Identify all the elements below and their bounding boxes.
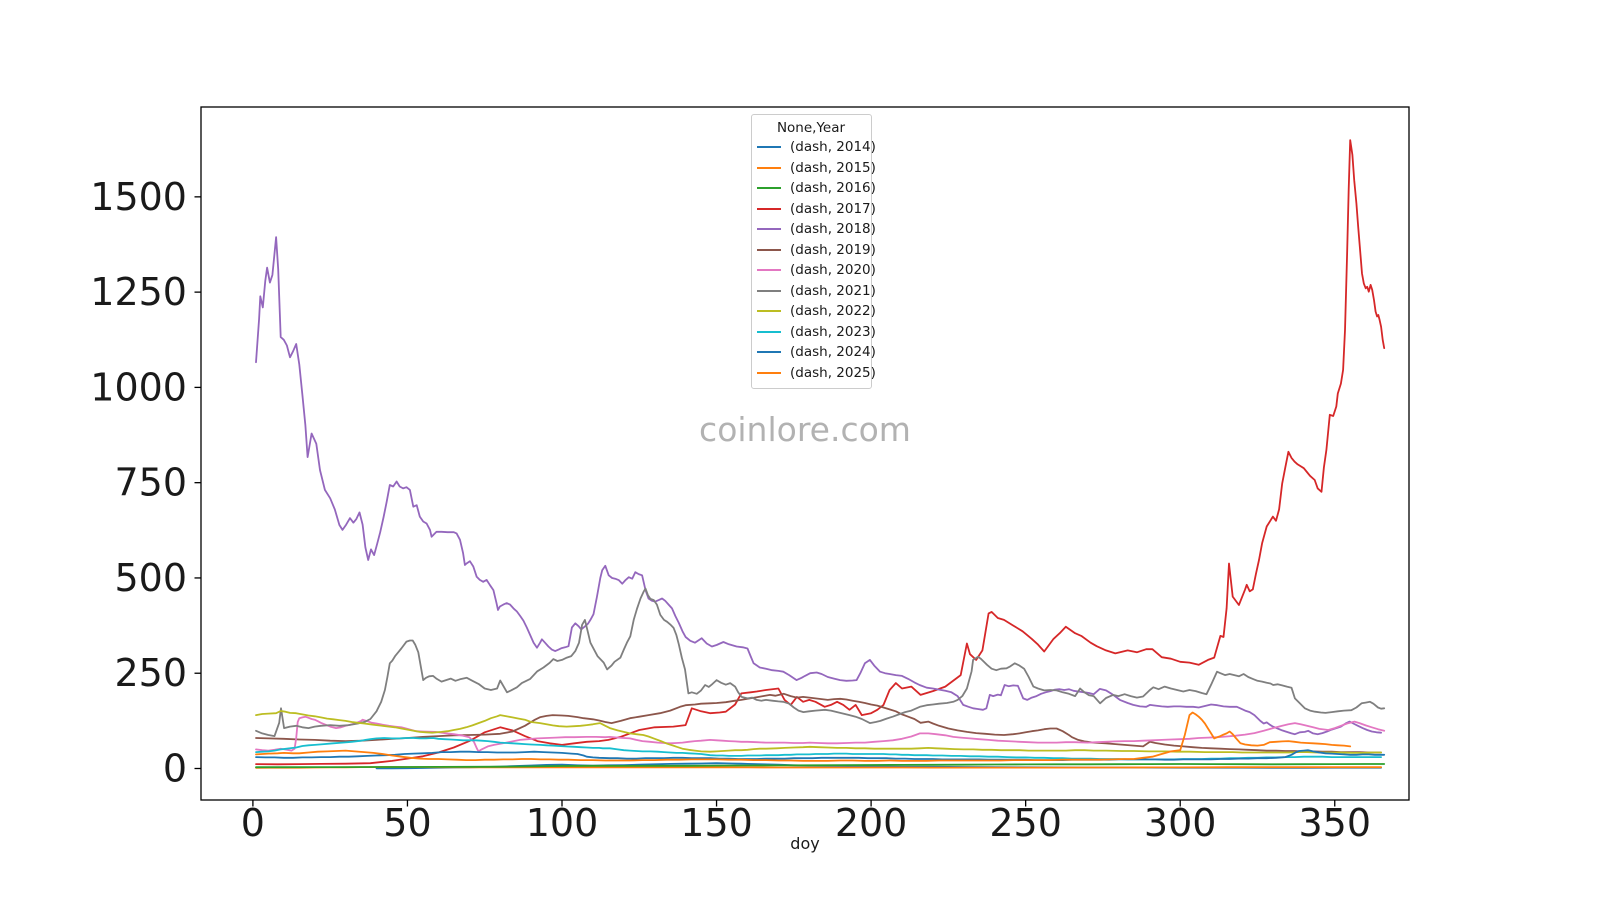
plot-border [200, 106, 1410, 801]
legend-label-2022: (dash, 2022) [790, 303, 876, 320]
watermark: coinlore.com [699, 410, 911, 449]
legend-item-2018: (dash, 2018) [757, 219, 876, 240]
series-line-2018 [255, 236, 1382, 736]
legend-swatch-2024 [757, 351, 781, 354]
y-tick-label: 750 [114, 461, 187, 505]
legend-swatch-2015 [757, 166, 781, 169]
legend-swatch-2014 [757, 146, 781, 149]
legend-label-2016: (dash, 2016) [790, 180, 876, 197]
legend-label-2023: (dash, 2023) [790, 323, 876, 340]
legend-item-2014: (dash, 2014) [757, 137, 876, 158]
legend-label-2021: (dash, 2021) [790, 282, 876, 299]
x-axis-label: doy [790, 834, 819, 853]
x-tick-label: 100 [526, 801, 599, 845]
series-line-2021 [255, 587, 1386, 737]
legend-swatch-2022 [757, 310, 781, 313]
legend-label-2014: (dash, 2014) [790, 139, 876, 156]
legend-swatch-2018 [757, 228, 781, 231]
series-lines [255, 139, 1386, 770]
legend-swatch-2025 [757, 371, 781, 374]
legend-label-2018: (dash, 2018) [790, 221, 876, 238]
series-line-2017 [255, 139, 1386, 766]
legend-label-2019: (dash, 2019) [790, 241, 876, 258]
y-tick-label: 250 [114, 651, 187, 695]
legend-swatch-2019 [757, 248, 781, 251]
legend-swatch-2021 [757, 289, 781, 292]
y-tick-label: 500 [114, 556, 187, 600]
x-tick-label: 250 [989, 801, 1062, 845]
legend-swatch-2023 [757, 330, 781, 333]
x-tick-label: 300 [1144, 801, 1217, 845]
legend-item-2020: (dash, 2020) [757, 260, 876, 281]
legend-swatch-2017 [757, 207, 781, 210]
y-tick-label: 1250 [90, 270, 187, 314]
series-line-2020 [255, 715, 1386, 753]
legend-swatch-2016 [757, 187, 781, 190]
series-line-2025 [255, 711, 1352, 762]
legend-label-2020: (dash, 2020) [790, 262, 876, 279]
legend-item-2025: (dash, 2025) [757, 363, 876, 384]
legend-item-2024: (dash, 2024) [757, 342, 876, 363]
y-tick-label: 1500 [90, 175, 187, 219]
y-tick-label: 0 [163, 747, 187, 791]
legend-item-2022: (dash, 2022) [757, 301, 876, 322]
axis-ticks: 0 250 500 750 1000 1250 1500 0 50 100 150 200 250 300… [90, 175, 1371, 845]
legend-label-2015: (dash, 2015) [790, 159, 876, 176]
legend-label-2025: (dash, 2025) [790, 364, 876, 381]
x-tick-label: 50 [383, 801, 431, 845]
legend-label-2017: (dash, 2017) [790, 200, 876, 217]
x-tick-label: 150 [680, 801, 753, 845]
series-line-2022 [255, 710, 1382, 754]
series-line-2019 [255, 692, 1382, 754]
legend-item-2023: (dash, 2023) [757, 322, 876, 343]
legend-label-2024: (dash, 2024) [790, 344, 876, 361]
legend-item-2019: (dash, 2019) [757, 240, 876, 261]
x-tick-label: 350 [1298, 801, 1371, 845]
x-tick-label: 0 [241, 801, 265, 845]
legend-swatch-2020 [757, 269, 781, 272]
legend-item-2021: (dash, 2021) [757, 281, 876, 302]
y-tick-label: 1000 [90, 365, 187, 409]
legend-item-2015: (dash, 2015) [757, 158, 876, 179]
legend-item-2016: (dash, 2016) [757, 178, 876, 199]
legend: None,Year (dash, 2014) (dash, 2015) (dash,… [751, 114, 876, 389]
x-tick-label: 200 [835, 801, 908, 845]
series-line-2016 [255, 763, 1386, 769]
legend-rows: (dash, 2014) (dash, 2015) (dash, 2016) (das… [757, 137, 876, 384]
series-line-2024 [255, 749, 1386, 761]
legend-item-2017: (dash, 2017) [757, 199, 876, 220]
legend-title: None,Year [776, 120, 846, 136]
